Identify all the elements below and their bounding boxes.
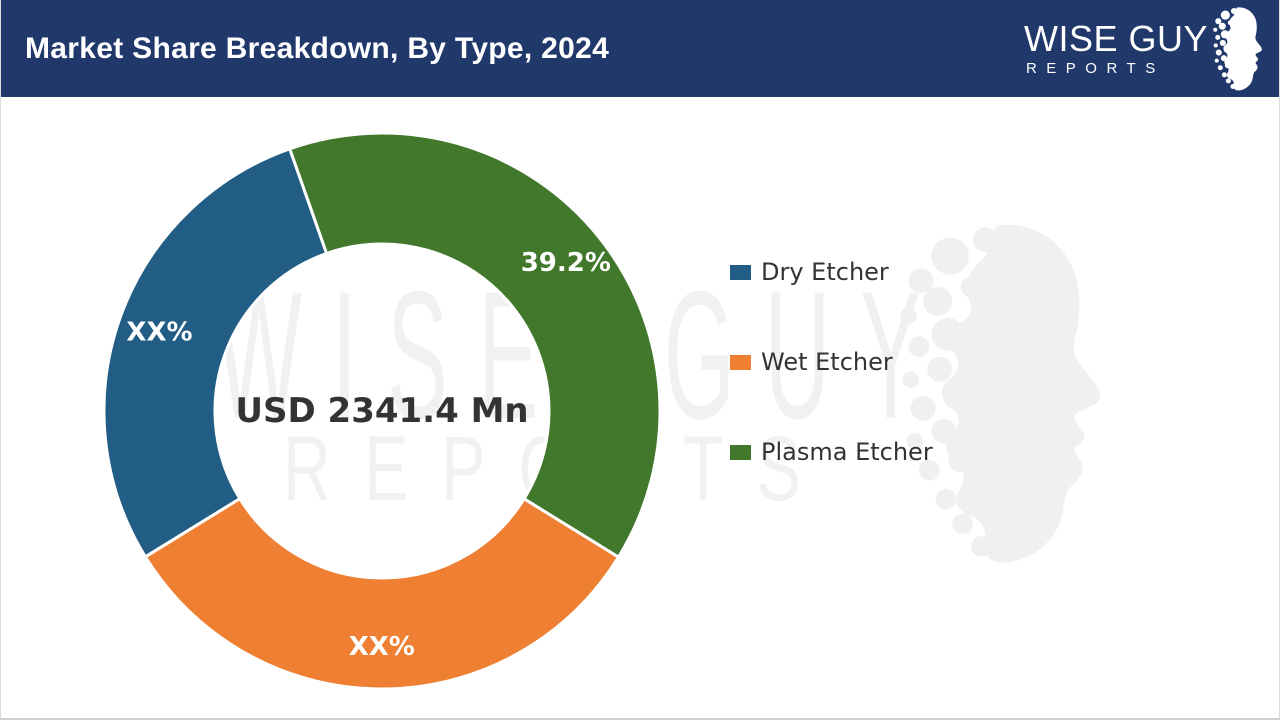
legend-label: Plasma Etcher	[761, 438, 933, 466]
header: Market Share Breakdown, By Type, 2024 WI…	[1, 0, 1279, 97]
logo-subtext: REPORTS	[1025, 60, 1165, 77]
brand-logo: WISE GUY REPORTS	[1024, 6, 1263, 92]
logo-face-icon	[1213, 6, 1262, 90]
donut-chart: 39.2% XX% XX%	[102, 131, 662, 691]
logo-wordmark: WISE GUY	[1023, 18, 1208, 59]
donut-slice-dry-etcher	[102, 147, 329, 559]
donut-slice-plasma-etcher	[288, 131, 662, 559]
legend-label: Dry Etcher	[761, 258, 889, 286]
chart-center-value: USD 2341.4 Mn	[235, 391, 529, 431]
slice-label-plasma-etcher: 39.2%	[521, 248, 611, 278]
legend-item-dry-etcher: Dry Etcher	[730, 252, 933, 292]
brand-logo-text: WISE GUY REPORTS	[1023, 18, 1208, 77]
chart-legend: Dry Etcher Wet Etcher Plasma Etcher	[730, 252, 933, 522]
legend-swatch-plasma-etcher	[730, 444, 751, 460]
legend-item-wet-etcher: Wet Etcher	[730, 342, 933, 382]
page-title: Market Share Breakdown, By Type, 2024	[25, 31, 610, 65]
slice-label-wet-etcher: XX%	[349, 632, 415, 662]
donut-slice-wet-etcher	[143, 497, 620, 691]
chart-area: WISE GUY REPORTS 39.2%XX%XX% USD 2341.4 …	[1, 97, 1279, 718]
legend-swatch-dry-etcher	[730, 264, 751, 280]
slice-label-dry-etcher: XX%	[126, 317, 192, 347]
legend-label: Wet Etcher	[761, 348, 893, 376]
legend-item-plasma-etcher: Plasma Etcher	[730, 432, 933, 472]
legend-swatch-wet-etcher	[730, 354, 751, 370]
